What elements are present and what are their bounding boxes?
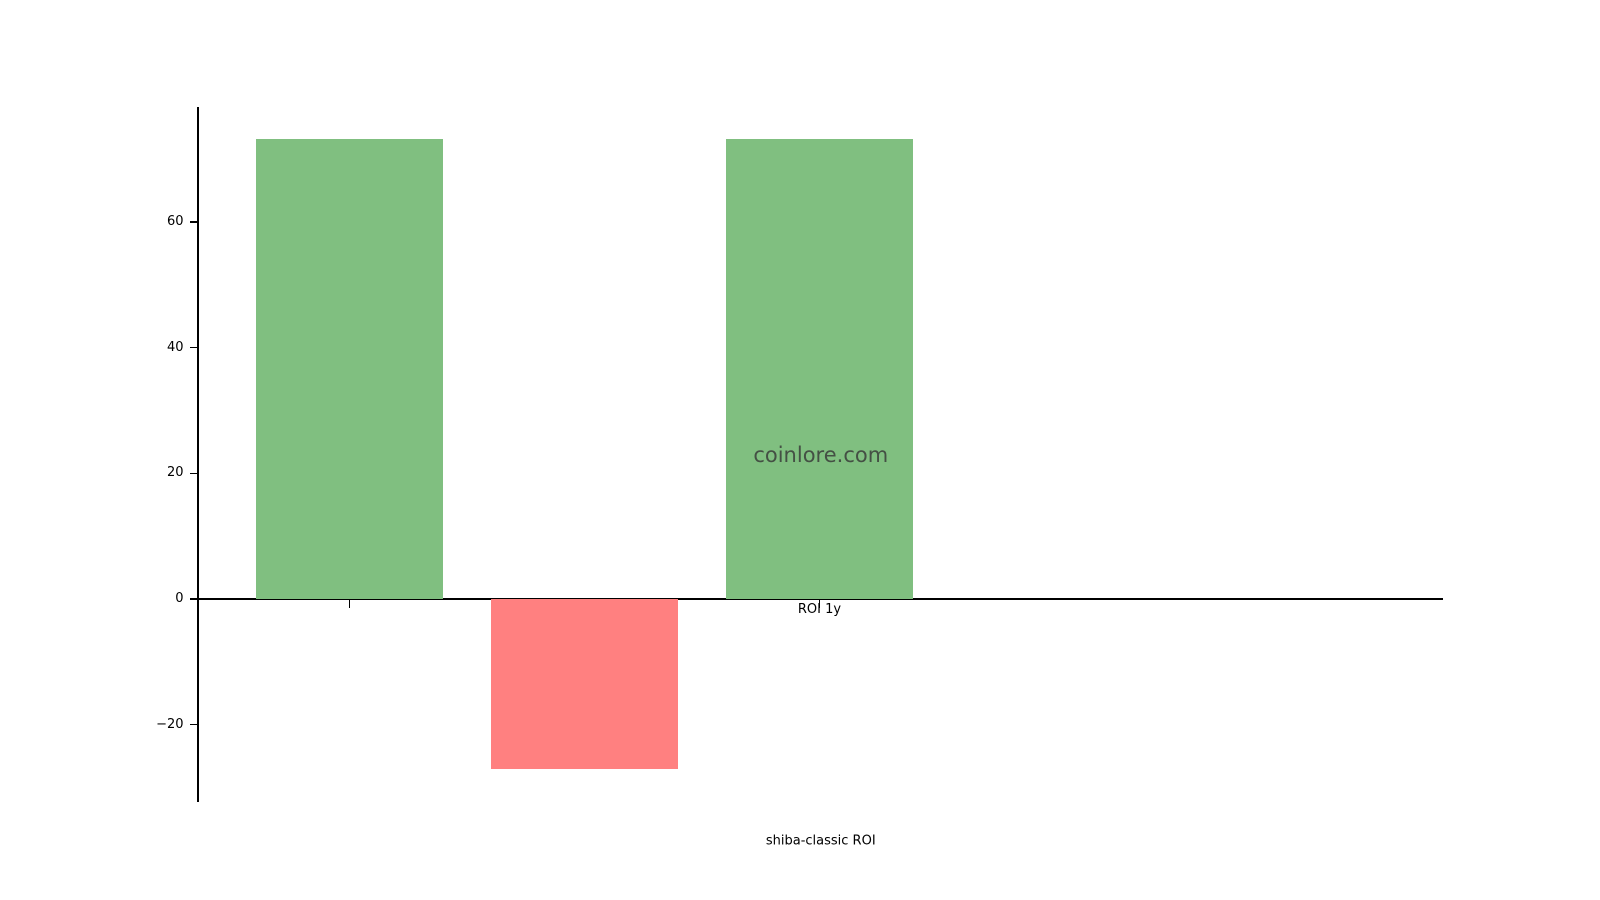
x-tick (348, 599, 351, 608)
y-tick-label: 20 (166, 465, 184, 481)
bar-ROI 1y (726, 139, 913, 599)
x-axis-zero-line (197, 598, 1443, 600)
watermark-text: coinlore.com (753, 442, 889, 467)
y-tick (190, 724, 197, 726)
x-axis-title: shiba-classic ROI (765, 833, 876, 849)
bar-series-1 (491, 599, 678, 770)
bar-series-0 (256, 139, 443, 599)
x-tick-label: ROI 1y (797, 602, 842, 617)
y-tick (190, 347, 197, 349)
y-tick-label: −20 (156, 716, 184, 732)
y-tick-label: 0 (175, 591, 184, 606)
y-tick (190, 472, 197, 474)
y-axis-spine (197, 107, 199, 802)
y-tick (190, 221, 197, 223)
y-tick-label: 60 (166, 214, 184, 229)
x-tick (818, 599, 821, 608)
y-tick-label: 40 (166, 339, 184, 355)
y-tick (190, 598, 197, 600)
